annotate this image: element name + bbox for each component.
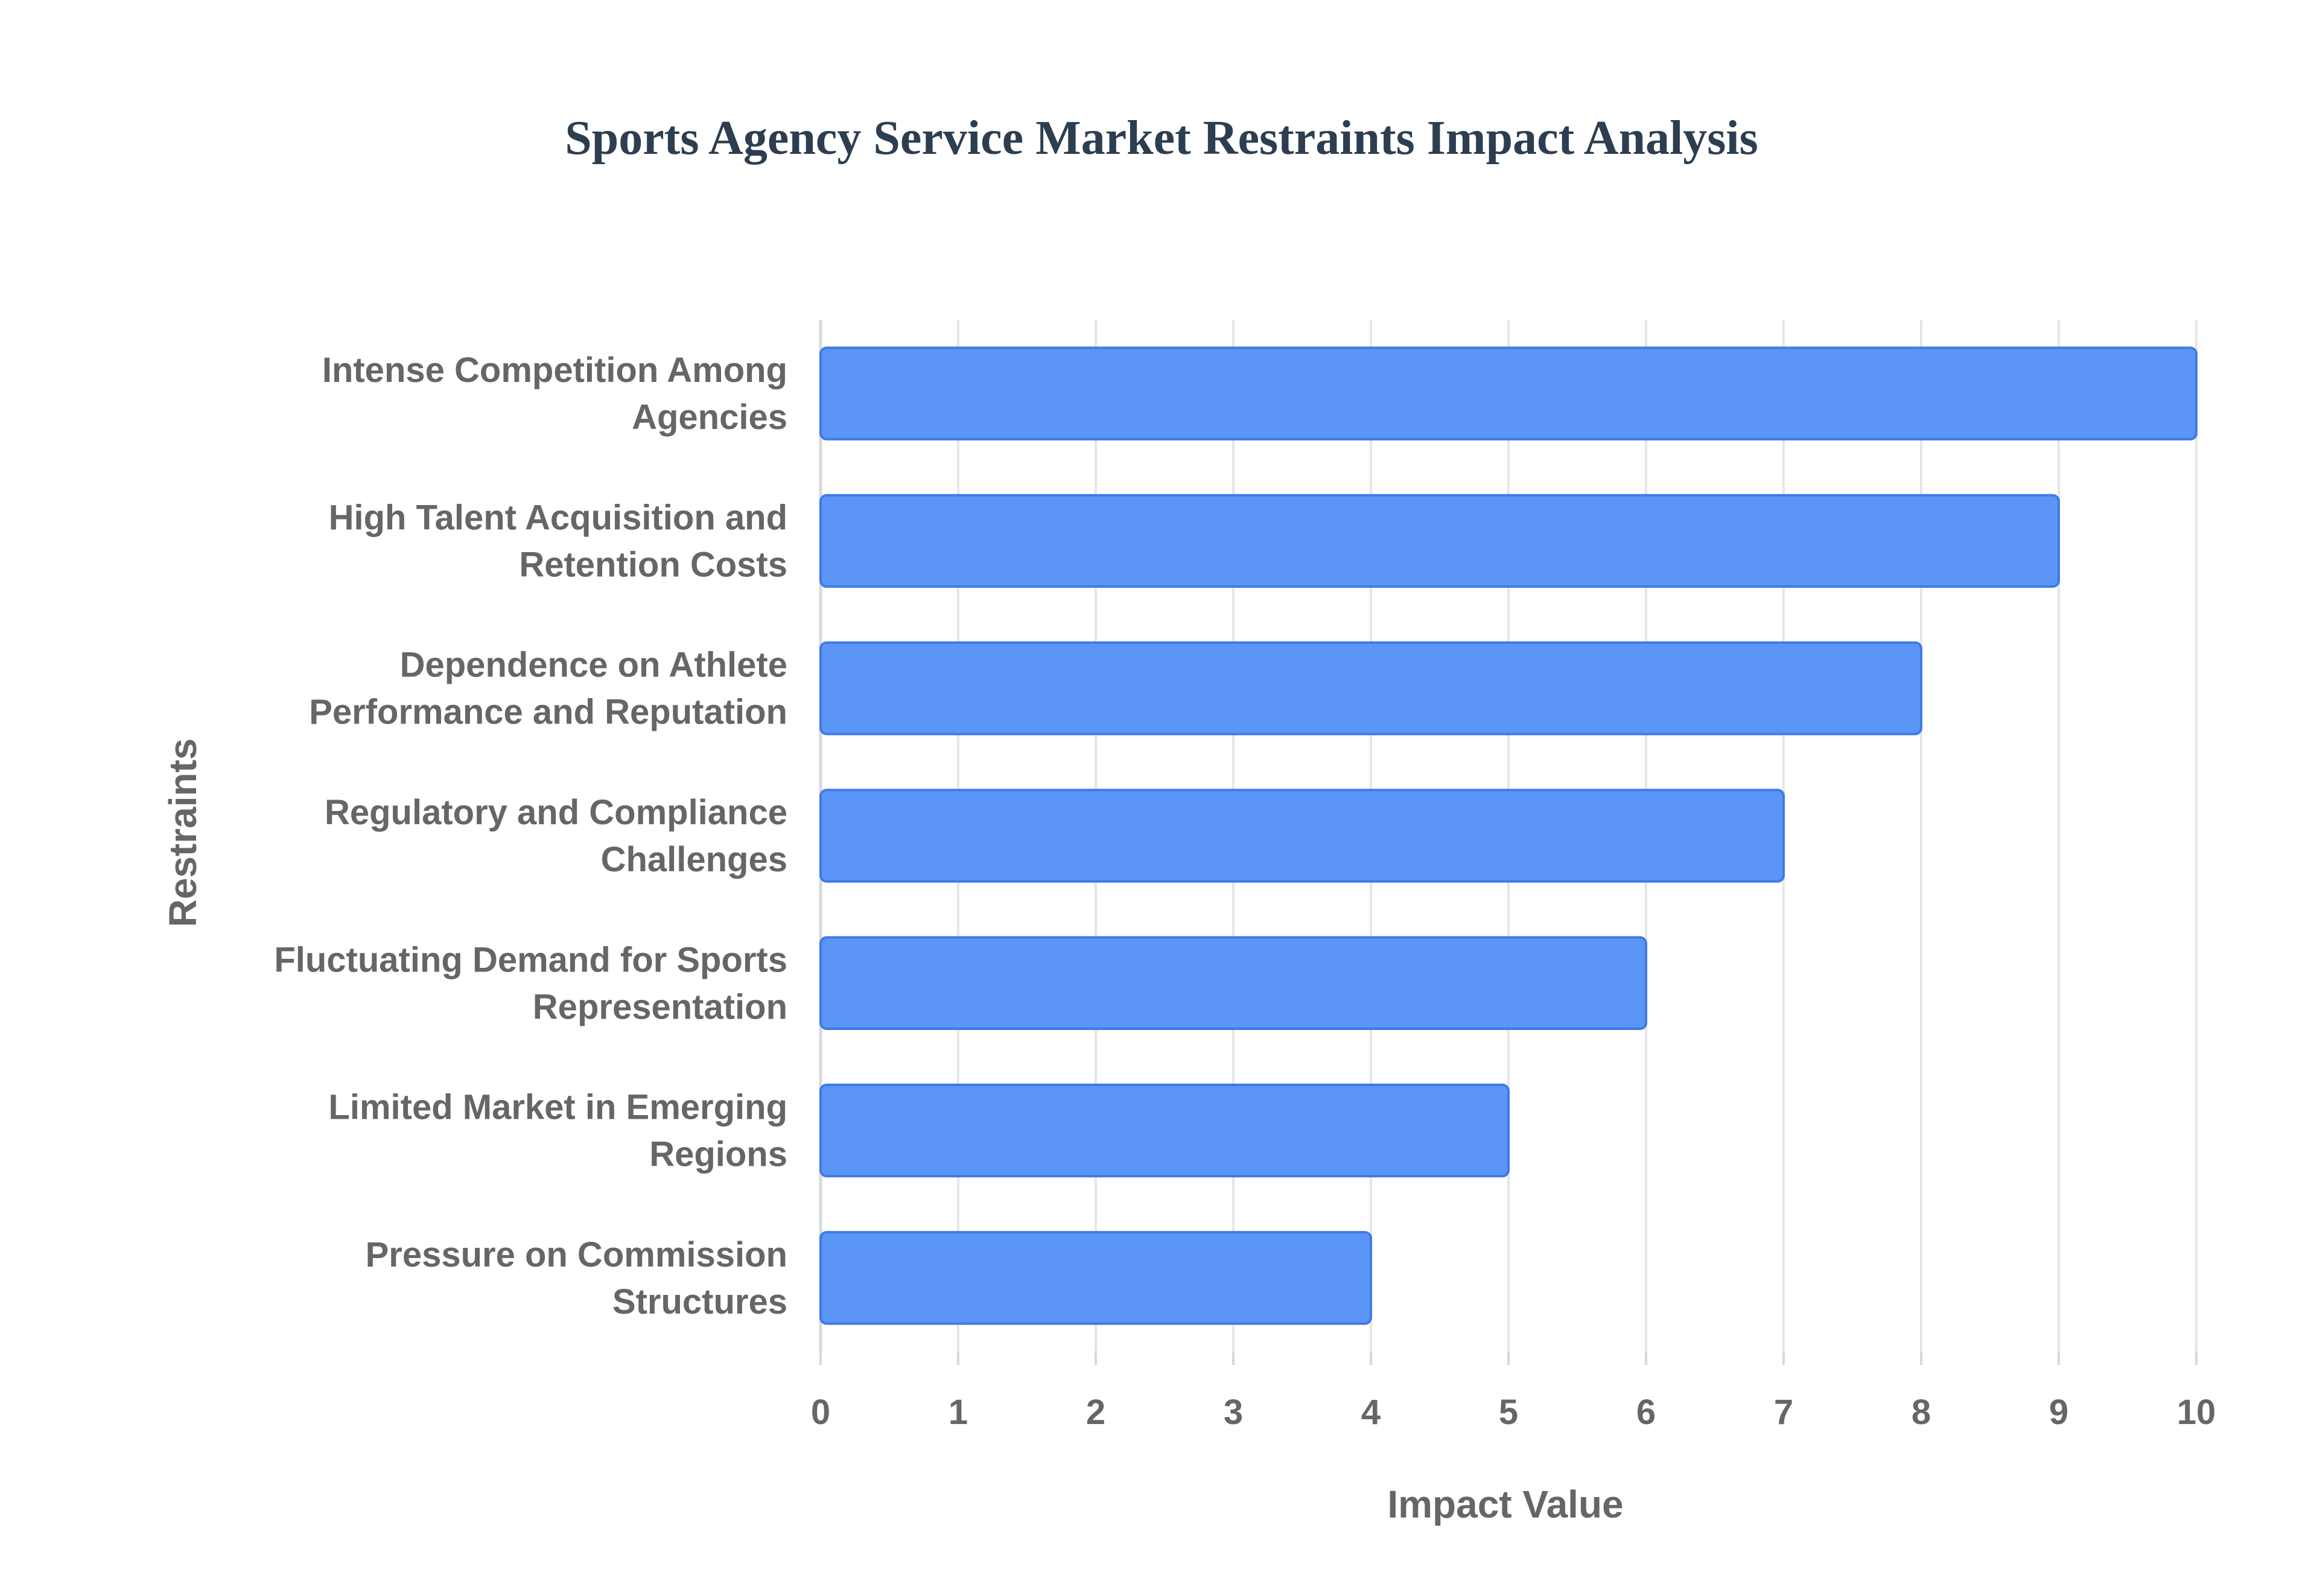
category-label: Pressure on Commission Structures (366, 1235, 787, 1321)
x-tick-labels: 0 1 2 3 4 5 6 7 8 9 10 (811, 1393, 2216, 1432)
bar[interactable] (819, 1231, 1372, 1325)
bar[interactable] (819, 936, 1647, 1031)
category-label: Dependence on Athlete Performance and Rep… (309, 646, 787, 732)
category-label-line: Retention Costs (519, 545, 787, 584)
x-tick-label: 6 (1636, 1393, 1656, 1432)
x-axis-title: Impact Value (1387, 1483, 1623, 1526)
category-label-line: Limited Market in Emerging (328, 1088, 787, 1127)
bar[interactable] (819, 346, 2198, 440)
category-label-line: Fluctuating Demand for Sports (274, 940, 787, 979)
bar[interactable] (819, 641, 1922, 736)
x-tick-label: 10 (2177, 1393, 2216, 1432)
bar[interactable] (819, 494, 2060, 588)
category-label: Intense Competition Among Agencies (322, 351, 787, 437)
category-label-line: Challenges (601, 840, 787, 879)
category-label-line: Regulatory and Compliance (325, 793, 787, 832)
x-tick-label: 0 (811, 1393, 830, 1432)
category-label-line: Intense Competition Among (322, 351, 787, 390)
category-label-line: High Talent Acquisition and (329, 498, 787, 537)
category-label-line: Agencies (632, 398, 787, 437)
x-tick-label: 2 (1086, 1393, 1105, 1432)
x-tick-label: 4 (1361, 1393, 1381, 1432)
category-label: Regulatory and Compliance Challenges (325, 793, 787, 879)
bar[interactable] (819, 789, 1785, 883)
bar[interactable] (819, 1083, 1510, 1178)
category-label: Fluctuating Demand for Sports Representat… (274, 940, 787, 1026)
category-label-line: Performance and Reputation (309, 693, 787, 732)
x-tick-label: 1 (949, 1393, 968, 1432)
x-tick-label: 3 (1224, 1393, 1243, 1432)
category-label-line: Regions (649, 1135, 787, 1174)
category-label-line: Representation (533, 987, 787, 1026)
bar-layer (819, 346, 2198, 1325)
category-label-line: Dependence on Athlete (400, 646, 787, 685)
category-label: Limited Market in Emerging Regions (328, 1088, 787, 1174)
x-tick-label: 8 (1912, 1393, 1931, 1432)
x-tick-label: 5 (1499, 1393, 1518, 1432)
category-label-line: Structures (612, 1282, 787, 1321)
category-label: High Talent Acquisition and Retention Cos… (329, 498, 787, 584)
x-tick-label: 9 (2049, 1393, 2068, 1432)
y-axis-title: Restraints (161, 739, 205, 927)
category-label-line: Pressure on Commission (366, 1235, 787, 1274)
chart-title: Sports Agency Service Market Restraints … (565, 112, 1758, 165)
x-tick-label: 7 (1774, 1393, 1793, 1432)
category-labels: Intense Competition Among Agencies High Ta… (274, 351, 787, 1321)
